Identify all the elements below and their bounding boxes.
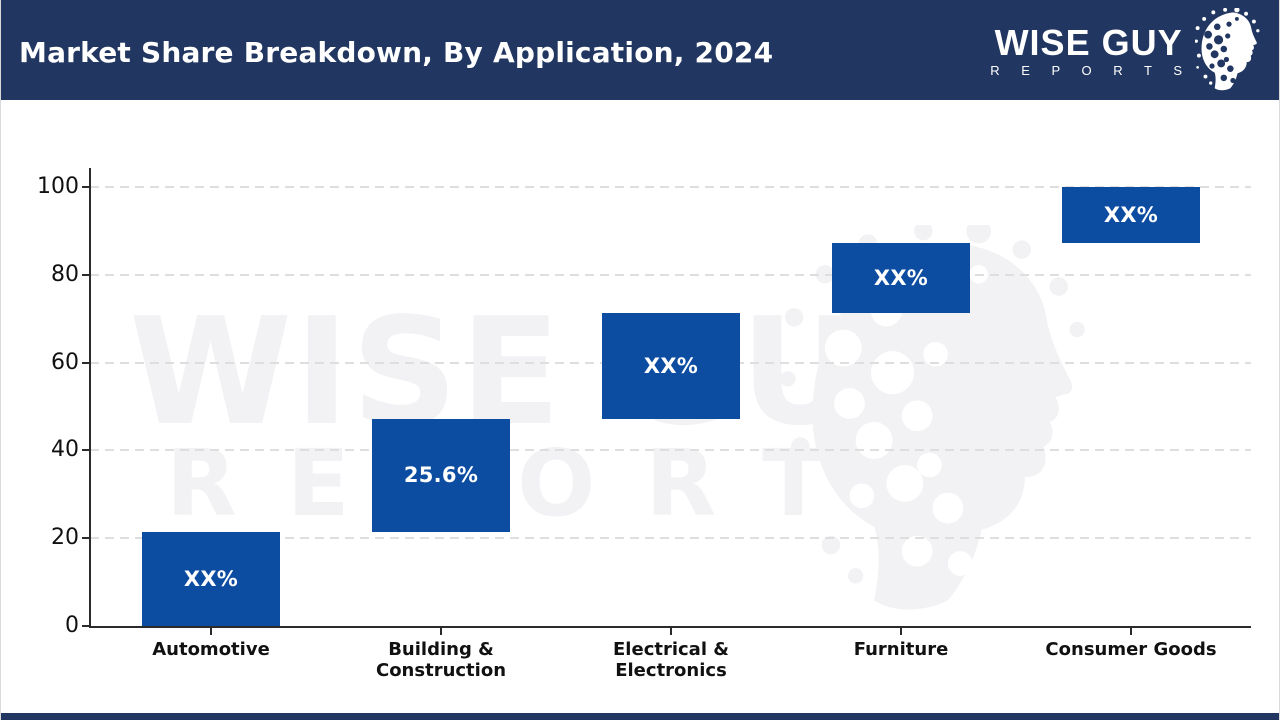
- x-axis-label-line: Automotive: [152, 639, 270, 660]
- bar-value-label: XX%: [643, 354, 699, 379]
- x-axis-label-line: Furniture: [853, 639, 949, 660]
- x-tick-mark-electrical-electronics: [670, 628, 672, 635]
- bar-value-label: 25.6%: [403, 463, 479, 488]
- bar-building-construction: 25.6%: [372, 419, 510, 532]
- gridline-100: [90, 186, 1251, 188]
- page-title: Market Share Breakdown, By Application, …: [19, 36, 774, 69]
- gridline-20: [90, 537, 1251, 540]
- y-tick-mark-20: [82, 537, 89, 540]
- y-axis-tick-label: 80: [51, 261, 79, 287]
- bar-electrical-electronics: XX%: [602, 313, 740, 420]
- x-axis-label-line: Building &: [388, 639, 494, 660]
- y-axis-tick-label: 20: [51, 525, 79, 551]
- x-axis-label-consumer-goods: Consumer Goods: [1011, 639, 1251, 660]
- x-tick-mark-furniture: [900, 628, 902, 635]
- x-axis-label-automotive: Automotive: [91, 639, 331, 660]
- y-tick-mark-60: [82, 361, 89, 364]
- x-axis-label-line: Construction: [375, 660, 507, 681]
- y-axis-tick-label: 40: [51, 437, 79, 463]
- gridline-80: [90, 273, 1251, 276]
- y-tick-mark-100: [82, 186, 89, 188]
- bar-value-label: XX%: [183, 566, 239, 591]
- report-header: Market Share Breakdown, By Application, …: [1, 0, 1279, 100]
- gridline-40: [90, 449, 1251, 452]
- x-axis-label-line: Electrical &: [613, 639, 729, 660]
- x-axis-label-line: Electronics: [615, 660, 727, 681]
- x-axis-label-electrical-electronics: Electrical & Electronics: [551, 639, 791, 681]
- x-tick-mark-automotive: [210, 628, 212, 635]
- dotted-head-logo-icon: [1195, 8, 1260, 91]
- x-axis-label-furniture: Furniture: [781, 639, 1021, 660]
- x-tick-mark-building-construction: [440, 628, 442, 635]
- logo-brand-name: WISE GUY: [994, 22, 1183, 63]
- y-tick-mark-0: [82, 625, 89, 627]
- bar-value-label: XX%: [873, 266, 929, 291]
- bar-furniture: XX%: [832, 242, 970, 314]
- logo-brand-sub: R E P O R T S: [990, 63, 1191, 78]
- y-tick-mark-40: [82, 449, 89, 452]
- y-axis-tick-label: 60: [51, 349, 79, 375]
- x-axis-label-building-construction: Building & Construction: [321, 639, 561, 681]
- report-footer-bar: [1, 713, 1279, 720]
- bar-value-label: XX%: [1103, 202, 1159, 227]
- y-axis-tick-label: 0: [65, 613, 79, 638]
- x-axis-label-line: Consumer Goods: [1045, 639, 1217, 660]
- y-axis-tick-label: 100: [37, 174, 79, 199]
- bar-consumer-goods: XX%: [1062, 187, 1200, 243]
- y-axis-line: [89, 168, 91, 628]
- wiseguy-logo-text: WISE GUY R E P O R T S: [986, 22, 1191, 79]
- x-axis-line: [89, 626, 1251, 628]
- wiseguy-logo: WISE GUY R E P O R T S: [986, 8, 1267, 94]
- x-tick-mark-consumer-goods: [1130, 628, 1132, 635]
- y-tick-mark-80: [82, 273, 89, 276]
- watermark-brand-sub: REPORTS: [166, 430, 992, 537]
- bar-automotive: XX%: [142, 531, 280, 626]
